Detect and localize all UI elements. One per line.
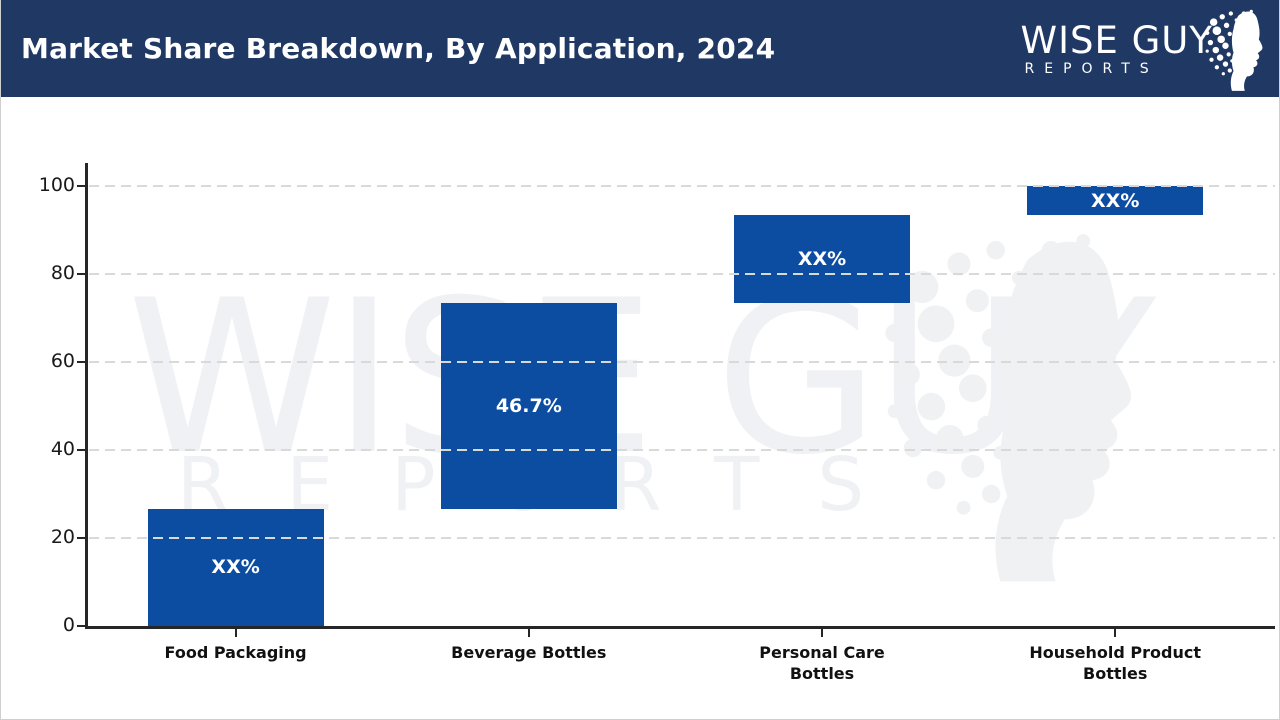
gridline [89, 361, 1275, 363]
bar: XX% [1027, 186, 1204, 216]
x-tick-mark [821, 629, 823, 637]
x-tick-mark [527, 629, 530, 637]
logo-line1: WISE GUY [1020, 18, 1213, 62]
wiseguy-face-icon [1205, 9, 1263, 91]
y-tick-label: 0 [62, 614, 75, 636]
header-bar: Market Share Breakdown, By Application, … [1, 0, 1279, 97]
bar: XX% [734, 215, 910, 304]
y-tick-mark [77, 537, 85, 539]
x-axis-category-label: Personal Care Bottles [759, 643, 885, 683]
y-tick-label: 60 [50, 350, 75, 372]
gridline [89, 449, 1275, 451]
y-tick-mark [77, 449, 85, 451]
logo-line2: REPORTS [1024, 60, 1159, 77]
logo-text: WISE GUY REPORTS [1021, 22, 1213, 76]
y-tick-label: 100 [38, 174, 75, 196]
gridline [89, 185, 1275, 187]
wiseguy-logo: WISE GUY REPORTS [1021, 6, 1267, 92]
y-tick-mark [77, 185, 85, 187]
bar: XX% [147, 508, 324, 626]
bar-value-label: XX% [1091, 189, 1140, 212]
bar-value-label: XX% [211, 556, 260, 579]
y-tick-mark [77, 361, 85, 363]
bar: 46.7% [440, 303, 617, 509]
x-axis-category-label: Household Product Bottles [1029, 643, 1201, 683]
bar-value-label: XX% [797, 248, 847, 271]
y-tick-label: 40 [50, 438, 75, 460]
y-tick-mark [77, 273, 85, 275]
bar-value-label: 46.7% [495, 394, 562, 417]
x-tick-mark [1114, 629, 1117, 637]
page-title: Market Share Breakdown, By Application, … [21, 32, 776, 65]
gridline [89, 273, 1275, 275]
x-axis-category-label: Food Packaging [164, 643, 307, 662]
y-tick-label: 80 [50, 262, 75, 284]
gridline [89, 537, 1275, 539]
y-tick-mark [77, 625, 85, 627]
x-axis-category-label: Beverage Bottles [451, 643, 607, 662]
x-tick-mark [234, 629, 237, 637]
x-axis-spine [85, 626, 1275, 629]
y-axis-spine [85, 163, 88, 629]
y-tick-label: 20 [50, 526, 75, 548]
